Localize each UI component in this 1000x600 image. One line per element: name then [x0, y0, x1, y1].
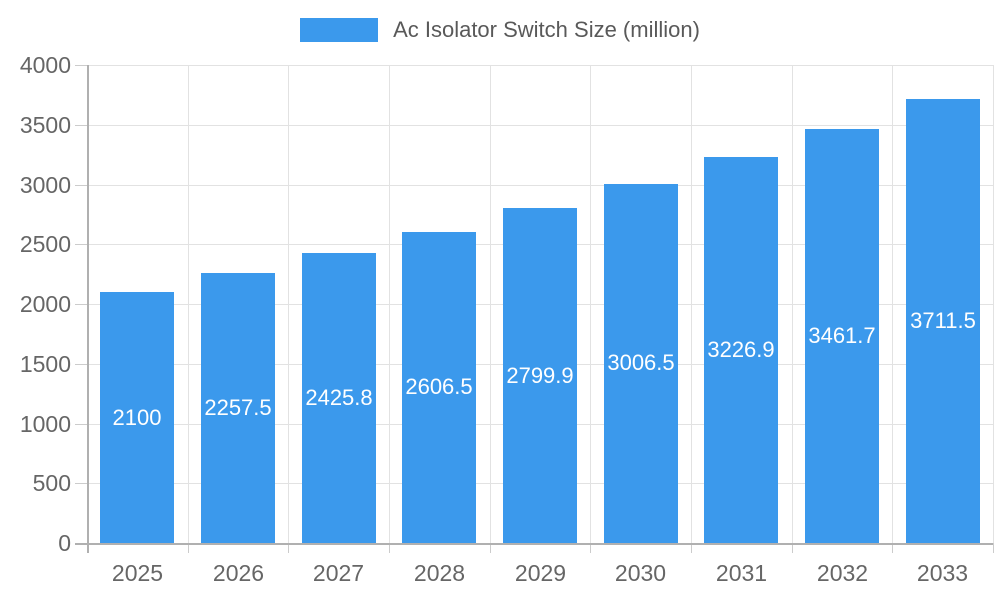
x-axis-tick-label: 2026: [212, 560, 265, 586]
y-axis-tick-label: 1500: [19, 351, 71, 377]
y-tick-mark: [75, 65, 87, 66]
bar-value-label: 2100: [112, 405, 162, 430]
bar-value-label: 2606.5: [405, 374, 473, 399]
legend-item[interactable]: Ac Isolator Switch Size (million): [0, 17, 1000, 43]
x-gridline: [590, 65, 591, 543]
y-axis-tick-label: 0: [58, 530, 71, 556]
legend-swatch: [300, 18, 379, 42]
y-tick-mark: [75, 364, 87, 365]
x-tick-mark: [288, 543, 289, 553]
bar[interactable]: [805, 129, 879, 543]
x-tick-mark: [389, 543, 390, 553]
x-tick-mark: [691, 543, 692, 553]
y-axis-tick-label: 1000: [19, 411, 71, 437]
x-gridline: [993, 65, 994, 543]
y-axis-tick-label: 500: [32, 470, 71, 496]
y-axis-tick-label: 3000: [19, 172, 71, 198]
x-tick-mark: [993, 543, 994, 553]
bar-value-label: 3226.9: [707, 337, 775, 362]
x-gridline: [490, 65, 491, 543]
bar[interactable]: [704, 157, 778, 543]
x-axis-tick-label: 2027: [312, 560, 365, 586]
x-axis-tick-label: 2033: [916, 560, 969, 586]
bar-value-label: 2799.9: [506, 363, 574, 388]
x-tick-mark: [590, 543, 591, 553]
bar[interactable]: [100, 292, 174, 543]
legend-label: Ac Isolator Switch Size (million): [393, 17, 700, 42]
x-axis-tick-label: 2030: [614, 560, 667, 586]
y-tick-mark: [75, 483, 87, 484]
bar[interactable]: [302, 253, 376, 543]
x-axis-tick-label: 2029: [514, 560, 567, 586]
x-gridline: [389, 65, 390, 543]
x-gridline: [792, 65, 793, 543]
bar-value-label: 2425.8: [305, 385, 373, 410]
bar[interactable]: [604, 184, 678, 543]
bar-value-label: 3006.5: [607, 350, 675, 375]
y-gridline: [87, 125, 993, 126]
y-axis-tick-label: 2500: [19, 231, 71, 257]
x-tick-mark: [892, 543, 893, 553]
bar-value-label: 3461.7: [808, 323, 876, 348]
bar[interactable]: [201, 273, 275, 543]
x-tick-mark: [792, 543, 793, 553]
y-tick-mark: [75, 424, 87, 425]
y-axis-line: [87, 65, 89, 553]
x-axis-tick-label: 2032: [816, 560, 869, 586]
y-axis-tick-label: 3500: [19, 112, 71, 138]
y-tick-mark: [75, 244, 87, 245]
y-axis-tick-label: 4000: [19, 52, 71, 78]
x-gridline: [691, 65, 692, 543]
bar[interactable]: [402, 232, 476, 543]
bar[interactable]: [503, 208, 577, 543]
x-tick-mark: [490, 543, 491, 553]
x-axis-line: [75, 543, 993, 545]
y-gridline: [87, 65, 993, 66]
y-tick-mark: [75, 185, 87, 186]
x-axis-tick-label: 2025: [111, 560, 164, 586]
y-tick-mark: [75, 304, 87, 305]
bar[interactable]: [906, 99, 980, 543]
x-gridline: [892, 65, 893, 543]
bar-value-label: 2257.5: [204, 395, 272, 420]
x-gridline: [188, 65, 189, 543]
x-axis-tick-label: 2031: [715, 560, 768, 586]
x-gridline: [288, 65, 289, 543]
y-tick-mark: [75, 125, 87, 126]
bar-value-label: 3711.5: [910, 308, 976, 333]
x-axis-tick-label: 2028: [413, 560, 466, 586]
x-tick-mark: [188, 543, 189, 553]
y-axis-tick-label: 2000: [19, 291, 71, 317]
y-gridline: [87, 185, 993, 186]
